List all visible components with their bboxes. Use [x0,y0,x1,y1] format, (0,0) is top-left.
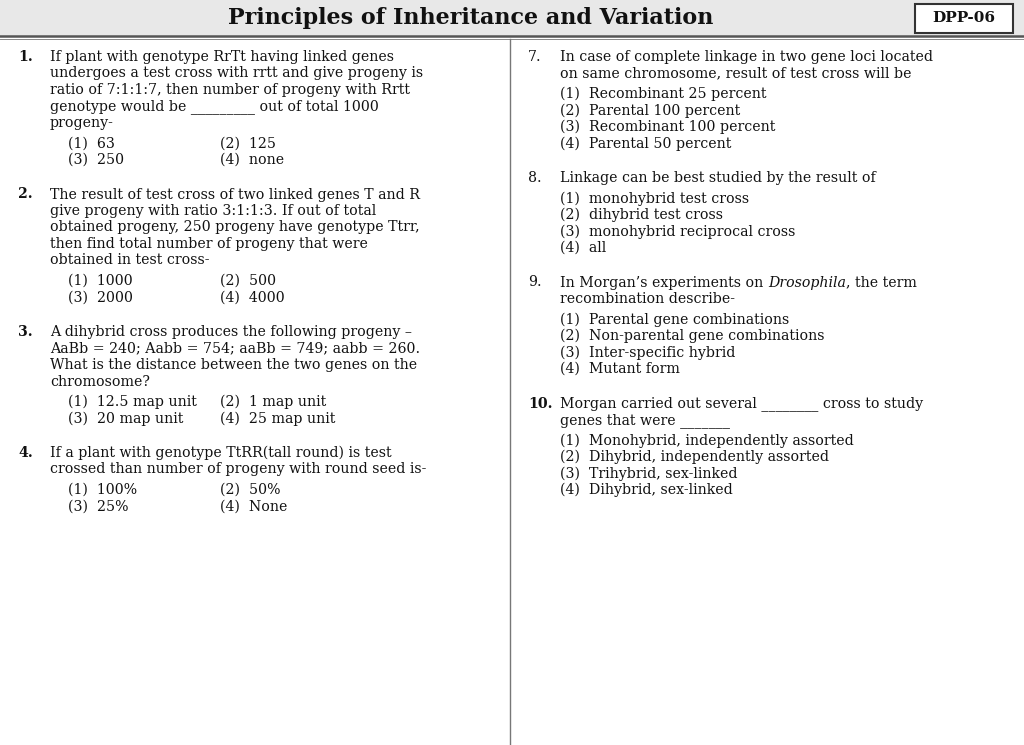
Text: recombination describe-: recombination describe- [560,292,735,306]
Text: (3)  Trihybrid, sex-linked: (3) Trihybrid, sex-linked [560,466,737,481]
Text: (2)  dihybrid test cross: (2) dihybrid test cross [560,208,723,223]
Text: If plant with genotype RrTt having linked genes: If plant with genotype RrTt having linke… [50,50,394,64]
Text: undergoes a test cross with rrtt and give progeny is: undergoes a test cross with rrtt and giv… [50,66,423,80]
Text: (3)  Inter-specific hybrid: (3) Inter-specific hybrid [560,346,735,360]
Text: A dihybrid cross produces the following progeny –: A dihybrid cross produces the following … [50,325,412,339]
Text: 8.: 8. [528,171,542,185]
Text: DPP-06: DPP-06 [933,11,995,25]
Bar [0,0,1024,36]
Text: (3)  Recombinant 100 percent: (3) Recombinant 100 percent [560,120,775,134]
FancyBboxPatch shape [915,4,1013,33]
Text: Drosophila: Drosophila [768,276,846,290]
Text: 3.: 3. [18,325,33,339]
Text: on same chromosome, result of test cross will be: on same chromosome, result of test cross… [560,66,911,80]
Text: (4)  Dihybrid, sex-linked: (4) Dihybrid, sex-linked [560,483,733,498]
Text: (1)  100%: (1) 100% [68,483,137,497]
Text: (4)  Parental 50 percent: (4) Parental 50 percent [560,136,731,151]
Text: (4)  Mutant form: (4) Mutant form [560,362,680,376]
Text: chromosome?: chromosome? [50,375,150,388]
Text: progeny-: progeny- [50,116,114,130]
Text: (4)  None: (4) None [220,499,288,513]
Text: What is the distance between the two genes on the: What is the distance between the two gen… [50,358,417,372]
Text: Linkage can be best studied by the result of: Linkage can be best studied by the resul… [560,171,876,185]
Text: (2)  1 map unit: (2) 1 map unit [220,395,327,410]
Text: (3)  250: (3) 250 [68,153,124,167]
Text: (2)  125: (2) 125 [220,136,276,150]
Text: 1.: 1. [18,50,33,64]
Text: (4)  4000: (4) 4000 [220,291,285,305]
Text: (3)  2000: (3) 2000 [68,291,133,305]
Text: In case of complete linkage in two gene loci located: In case of complete linkage in two gene … [560,50,933,64]
Text: 9.: 9. [528,276,542,290]
Text: (4)  25 map unit: (4) 25 map unit [220,411,336,426]
Text: genes that were _______: genes that were _______ [560,413,730,428]
Text: (1)  monohybrid test cross: (1) monohybrid test cross [560,191,750,206]
Text: (1)  Monohybrid, independently assorted: (1) Monohybrid, independently assorted [560,434,854,448]
Text: 2.: 2. [18,188,33,201]
Text: (4)  none: (4) none [220,153,284,167]
Text: (1)  63: (1) 63 [68,136,115,150]
Text: In Morgan’s experiments on: In Morgan’s experiments on [560,276,768,290]
Text: (2)  500: (2) 500 [220,274,276,288]
Text: (4)  all: (4) all [560,241,606,255]
Text: 7.: 7. [528,50,542,64]
Text: AaBb = 240; Aabb = 754; aaBb = 749; aabb = 260.: AaBb = 240; Aabb = 754; aaBb = 749; aabb… [50,341,420,355]
Text: give progeny with ratio 3:1:1:3. If out of total: give progeny with ratio 3:1:1:3. If out … [50,204,376,218]
Text: 4.: 4. [18,446,33,460]
Text: Principles of Inheritance and Variation: Principles of Inheritance and Variation [228,7,714,29]
Text: (2)  Parental 100 percent: (2) Parental 100 percent [560,104,740,118]
Text: (1)  1000: (1) 1000 [68,274,133,288]
Text: (2)  Non-parental gene combinations: (2) Non-parental gene combinations [560,329,824,343]
Text: , the term: , the term [846,276,916,290]
Text: Morgan carried out several ________ cross to study: Morgan carried out several ________ cros… [560,396,923,411]
Text: (3)  25%: (3) 25% [68,499,128,513]
Text: The result of test cross of two linked genes T and R: The result of test cross of two linked g… [50,188,420,201]
Text: obtained in test cross-: obtained in test cross- [50,253,210,267]
Text: 10.: 10. [528,396,553,410]
Text: (1)  Recombinant 25 percent: (1) Recombinant 25 percent [560,87,767,101]
Text: (2)  Dihybrid, independently assorted: (2) Dihybrid, independently assorted [560,450,829,464]
Text: obtained progeny, 250 progeny have genotype Ttrr,: obtained progeny, 250 progeny have genot… [50,221,420,235]
Text: (3)  monohybrid reciprocal cross: (3) monohybrid reciprocal cross [560,224,796,239]
Text: then find total number of progeny that were: then find total number of progeny that w… [50,237,368,251]
Text: genotype would be _________ out of total 1000: genotype would be _________ out of total… [50,100,379,115]
Text: (1)  Parental gene combinations: (1) Parental gene combinations [560,312,790,327]
Text: ratio of 7:1:1:7, then number of progeny with Rrtt: ratio of 7:1:1:7, then number of progeny… [50,83,410,97]
Text: If a plant with genotype TtRR(tall round) is test: If a plant with genotype TtRR(tall round… [50,446,391,460]
Text: (2)  50%: (2) 50% [220,483,281,497]
Text: (1)  12.5 map unit: (1) 12.5 map unit [68,395,197,410]
Text: crossed than number of progeny with round seed is-: crossed than number of progeny with roun… [50,463,426,477]
Text: (3)  20 map unit: (3) 20 map unit [68,411,183,426]
